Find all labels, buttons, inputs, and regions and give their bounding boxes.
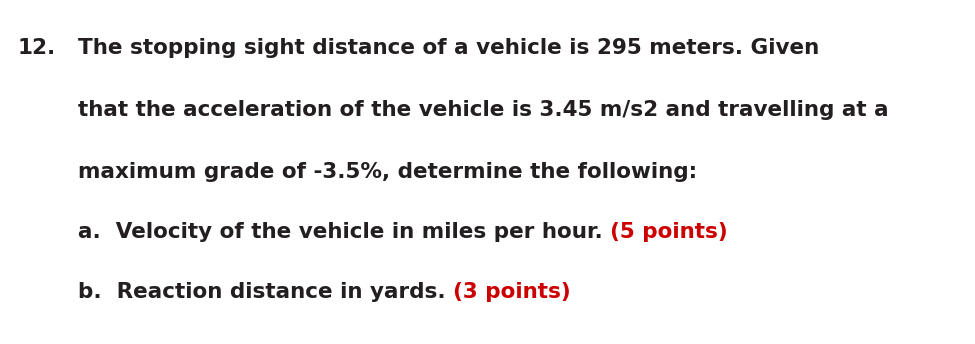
- Text: The stopping sight distance of a vehicle is 295 meters. Given: The stopping sight distance of a vehicle…: [78, 38, 819, 58]
- Text: a.  Velocity of the vehicle in miles per hour.: a. Velocity of the vehicle in miles per …: [78, 222, 610, 242]
- Text: (5 points): (5 points): [610, 222, 728, 242]
- Text: maximum grade of -3.5%, determine the following:: maximum grade of -3.5%, determine the fo…: [78, 162, 697, 182]
- Text: that the acceleration of the vehicle is 3.45 m/s2 and travelling at a: that the acceleration of the vehicle is …: [78, 100, 888, 120]
- Text: b.  Reaction distance in yards.: b. Reaction distance in yards.: [78, 282, 453, 302]
- Text: 12.: 12.: [18, 38, 57, 58]
- Text: (3 points): (3 points): [453, 282, 571, 302]
